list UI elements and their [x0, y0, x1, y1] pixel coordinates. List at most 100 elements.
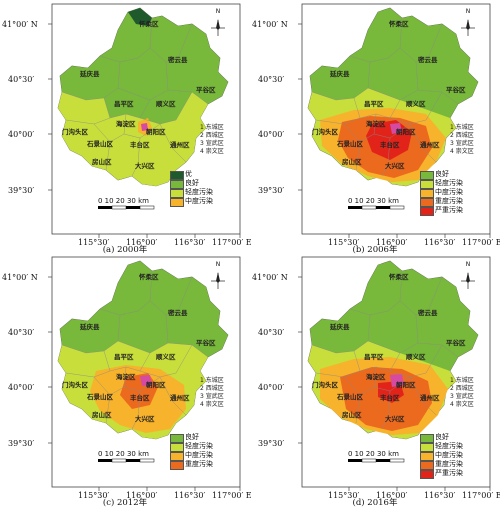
scale-label: 0 10 20 30 km — [98, 450, 149, 458]
lon-label-116-30: 116°30′ — [174, 238, 206, 247]
district-daxing: 大兴区 — [135, 162, 155, 170]
north-arrow-icon — [211, 19, 225, 36]
scale-bar — [98, 205, 155, 210]
panel-caption: (b) 2006年 — [352, 245, 398, 255]
district-huairou: 怀柔区 — [389, 20, 409, 28]
core-district-key: 1 东城区 2 西城区 3 宣武区 4 崇文区 — [200, 124, 224, 156]
lat-label-40: 40°00′ — [258, 383, 285, 392]
district-mentougou: 门沟头区 — [62, 381, 88, 389]
map-frame — [301, 3, 491, 235]
core-key-4: 4 崇文区 — [450, 401, 474, 408]
legend-label: 中度污染 — [435, 188, 463, 196]
legend-label: 重度污染 — [435, 460, 463, 468]
legend-label: 良好 — [435, 170, 449, 178]
core-key-1: 1 东城区 — [450, 377, 474, 384]
district-fangshan: 房山区 — [342, 411, 362, 419]
lon-label-115-30: 115°30′ — [78, 491, 110, 500]
lon-label-115-30: 115°30′ — [328, 238, 360, 247]
lat-label-41: 41°00′ N — [252, 20, 288, 29]
core-key-4: 4 崇文区 — [200, 148, 224, 155]
lon-label-116: 116°00′ — [126, 491, 158, 500]
zone-good — [310, 261, 478, 371]
legend-swatch — [170, 461, 184, 470]
district-yanqing: 延庆县 — [330, 70, 350, 78]
lat-label-40: 40°00′ — [8, 130, 35, 139]
district-chaoyang: 朝阳区 — [396, 128, 416, 136]
legend-label: 轻度污染 — [435, 179, 463, 187]
scale-bar — [98, 458, 155, 463]
legend-swatch — [170, 198, 184, 207]
district-daxing: 大兴区 — [385, 415, 405, 423]
district-fangshan: 房山区 — [92, 158, 112, 166]
district-tongzhou: 通州区 — [170, 394, 190, 402]
legend-swatch — [420, 461, 434, 470]
district-tongzhou: 通州区 — [420, 394, 440, 402]
lon-label-116: 116°00′ — [126, 238, 158, 247]
lon-label-116: 116°00′ — [376, 491, 408, 500]
scale-label: 0 10 20 30 km — [348, 197, 399, 205]
zone-excellent — [128, 8, 152, 26]
district-tongzhou: 通州区 — [170, 141, 190, 149]
district-fengtai: 丰台区 — [130, 141, 150, 149]
district-fengtai: 丰台区 — [380, 141, 400, 149]
legend-label: 轻度污染 — [185, 188, 213, 196]
district-miyun: 密云县 — [168, 309, 188, 317]
axis-ticks — [48, 23, 241, 238]
district-haidian: 海淀区 — [366, 120, 386, 128]
lat-label-39-30: 39°30′ — [8, 439, 35, 448]
legend-label: 重度污染 — [435, 197, 463, 205]
lon-label-117: 117°00′ E — [462, 491, 500, 500]
panel-2012: 41°00′ N 40°30′ 40°00′ 39°30′ 115°30′ 11… — [0, 253, 252, 508]
district-miyun: 密云县 — [418, 309, 438, 317]
district-miyun: 密云县 — [168, 56, 188, 64]
legend-label: 中度污染 — [185, 451, 213, 459]
lat-label-40: 40°00′ — [8, 383, 35, 392]
north-arrow-icon — [461, 272, 475, 289]
north-arrow-icon — [211, 272, 225, 289]
lat-label-40-30: 40°30′ — [258, 328, 285, 337]
legend-swatch — [170, 434, 184, 443]
core-key-3: 3 宣武区 — [200, 393, 224, 400]
district-fengtai: 丰台区 — [380, 394, 400, 402]
district-fengtai: 丰台区 — [130, 394, 150, 402]
north-label: N — [215, 8, 221, 15]
lat-label-39-30: 39°30′ — [8, 186, 35, 195]
core-key-2: 2 西城区 — [200, 132, 224, 139]
district-boundaries — [61, 270, 209, 430]
core-key-3: 3 宣武区 — [450, 140, 474, 147]
scale-bar — [348, 458, 405, 463]
district-mentougou: 门沟头区 — [312, 381, 338, 389]
legend-label: 轻度污染 — [435, 442, 463, 450]
core-key-2: 2 西城区 — [450, 132, 474, 139]
core-key-1: 1 东城区 — [450, 124, 474, 131]
district-mentougou: 门沟头区 — [312, 128, 338, 136]
lat-label-39-30: 39°30′ — [258, 439, 285, 448]
district-daxing: 大兴区 — [135, 415, 155, 423]
district-tongzhou: 通州区 — [420, 141, 440, 149]
legend-swatch — [170, 180, 184, 189]
district-fangshan: 房山区 — [342, 158, 362, 166]
district-shunyi: 顺义区 — [156, 100, 176, 108]
district-haidian: 海淀区 — [116, 120, 136, 128]
legend-label: 良好 — [185, 433, 199, 441]
district-shijingshan: 石景山区 — [337, 393, 363, 401]
legend-label: 严重污染 — [435, 206, 463, 214]
district-haidian: 海淀区 — [366, 373, 386, 381]
core-key-3: 3 宣武区 — [200, 140, 224, 147]
legend-swatch — [170, 189, 184, 198]
district-shunyi: 顺义区 — [406, 353, 426, 361]
lon-label-115-30: 115°30′ — [328, 491, 360, 500]
district-mentougou: 门沟头区 — [62, 128, 88, 136]
lon-label-117: 117°00′ E — [212, 238, 252, 247]
axis-ticks — [298, 23, 491, 238]
legend-label: 中度污染 — [185, 197, 213, 205]
map-canvas — [48, 256, 241, 491]
legend-label: 优 — [185, 170, 192, 178]
north-label: N — [215, 261, 221, 268]
lon-label-117: 117°00′ E — [212, 491, 252, 500]
lat-label-39-30: 39°30′ — [258, 186, 285, 195]
north-label: N — [465, 261, 471, 268]
legend-label: 良好 — [185, 179, 199, 187]
legend-swatch — [420, 180, 434, 189]
core-key-4: 4 崇文区 — [450, 148, 474, 155]
